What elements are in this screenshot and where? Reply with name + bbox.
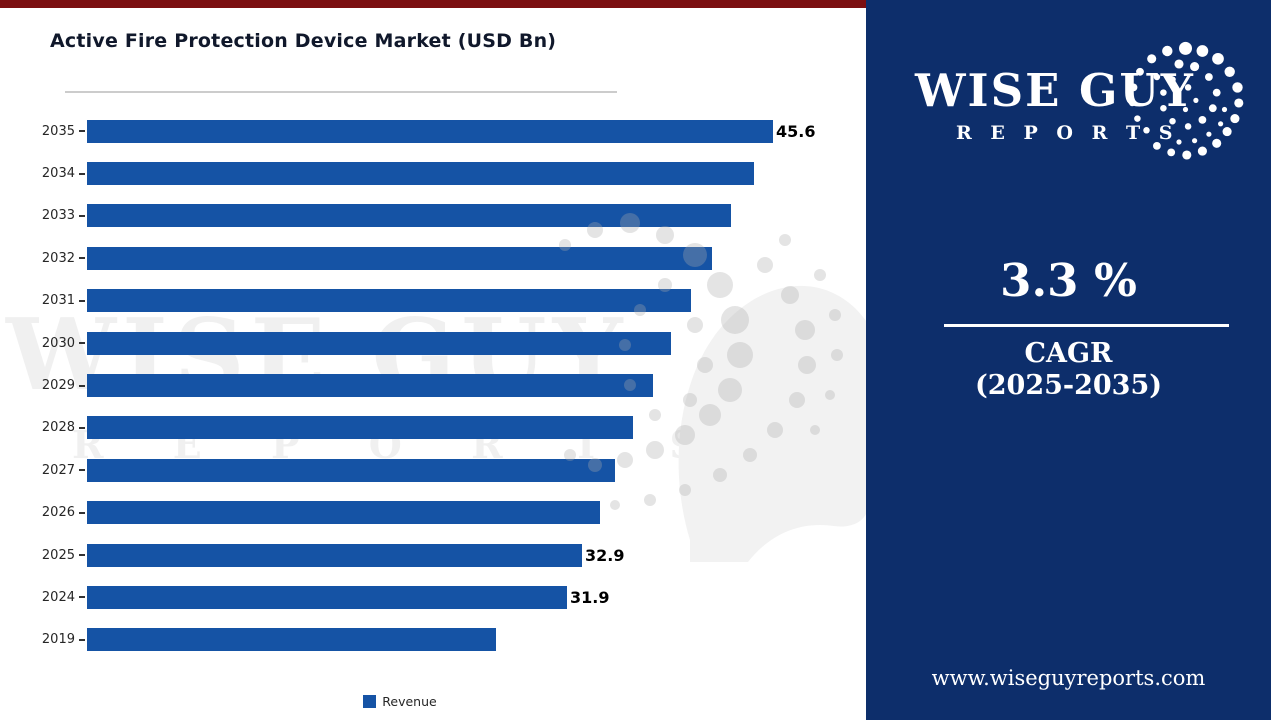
- y-axis-label: 2026: [41, 505, 75, 521]
- chart-row-2032: 2032: [0, 237, 866, 279]
- y-axis-tick: [79, 172, 85, 175]
- y-axis-label: 2019: [41, 632, 75, 648]
- cagr-range: (2025-2035): [974, 370, 1163, 402]
- bar-value-label: 31.9: [570, 587, 610, 607]
- y-axis-label: 2035: [41, 123, 75, 139]
- cagr-divider: [944, 324, 1229, 327]
- revenue-bar: [87, 628, 496, 652]
- y-axis-label: 2024: [41, 589, 75, 605]
- chart-row-2028: 2028: [0, 407, 866, 449]
- y-axis-tick: [79, 299, 85, 302]
- y-axis-tick: [79, 130, 85, 133]
- cagr-value: 3.3 %: [1000, 254, 1137, 307]
- revenue-bar: [87, 585, 567, 609]
- y-axis-tick: [79, 469, 85, 472]
- y-axis-label: 2031: [41, 293, 75, 309]
- top-accent-strip: [0, 0, 866, 8]
- bar-value-label: 32.9: [585, 545, 625, 565]
- website-url: www.wiseguyreports.com: [931, 666, 1206, 690]
- y-axis-tick: [79, 214, 85, 217]
- revenue-bar: [87, 458, 615, 482]
- revenue-bar: [87, 246, 712, 270]
- bar-rows: 2035 45.6 2034 2033 2032 2031 2030 2029 2028 2027…: [0, 110, 866, 661]
- watermark-head-silhouette: [678, 285, 887, 562]
- y-axis-label: 2028: [41, 420, 75, 436]
- chart-row-2030: 2030: [0, 322, 866, 364]
- y-axis-label: 2030: [41, 335, 75, 351]
- revenue-bar: [87, 416, 633, 440]
- logo-head-icon: [1128, 41, 1244, 160]
- legend-swatch-revenue: [363, 695, 377, 708]
- chart-row-2019: 2019: [0, 619, 866, 661]
- y-axis-tick: [79, 554, 85, 557]
- y-axis-label: 2025: [41, 547, 75, 563]
- bar-value-label: 45.6: [776, 121, 816, 141]
- revenue-bar: [87, 331, 671, 355]
- revenue-bar: [87, 289, 691, 313]
- y-axis-tick: [79, 384, 85, 387]
- chart-section: Active Fire Protection Device Market (US…: [0, 30, 887, 709]
- y-axis-label: 2027: [41, 462, 75, 478]
- revenue-bar: [87, 204, 731, 228]
- revenue-bar: [87, 501, 600, 525]
- y-axis-tick: [79, 511, 85, 514]
- y-axis-tick: [79, 638, 85, 641]
- chart-row-2031: 2031: [0, 280, 866, 322]
- y-axis-label: 2033: [41, 208, 75, 224]
- revenue-bar: [87, 543, 582, 567]
- chart-row-2033: 2033: [0, 195, 866, 237]
- chart-row-2034: 2034: [0, 152, 866, 194]
- chart-title: Active Fire Protection Device Market (US…: [50, 30, 557, 52]
- brand-panel: WISE GUY R E P O R T S 3.3 %: [866, 0, 1271, 720]
- revenue-bar: [87, 374, 653, 398]
- chart-row-2027: 2027: [0, 449, 866, 491]
- chart-row-2029: 2029: [0, 364, 866, 406]
- y-axis-tick: [79, 257, 85, 260]
- cagr-label: CAGR: [1024, 338, 1113, 369]
- chart-row-2035: 2035 45.6: [0, 110, 866, 152]
- y-axis-label: 2029: [41, 378, 75, 394]
- y-axis-tick: [79, 426, 85, 429]
- revenue-bar: [87, 119, 773, 143]
- chart-legend: Revenue: [0, 694, 800, 709]
- y-axis-tick: [79, 342, 85, 345]
- logo-wordmark: WISE GUY: [915, 64, 1195, 117]
- y-axis-label: 2034: [41, 166, 75, 182]
- legend-label: Revenue: [382, 694, 437, 709]
- y-axis-label: 2032: [41, 250, 75, 266]
- chart-row-2026: 2026: [0, 492, 866, 534]
- revenue-bar: [87, 162, 754, 186]
- logo-subtext: R E P O R T S: [956, 122, 1179, 144]
- chart-row-2024: 2024 31.9: [0, 576, 866, 618]
- chart-row-2025: 2025 32.9: [0, 534, 866, 576]
- y-axis-tick: [79, 596, 85, 599]
- cagr-label-block: CAGR (2025-2035): [866, 338, 1271, 403]
- title-divider: [65, 91, 617, 93]
